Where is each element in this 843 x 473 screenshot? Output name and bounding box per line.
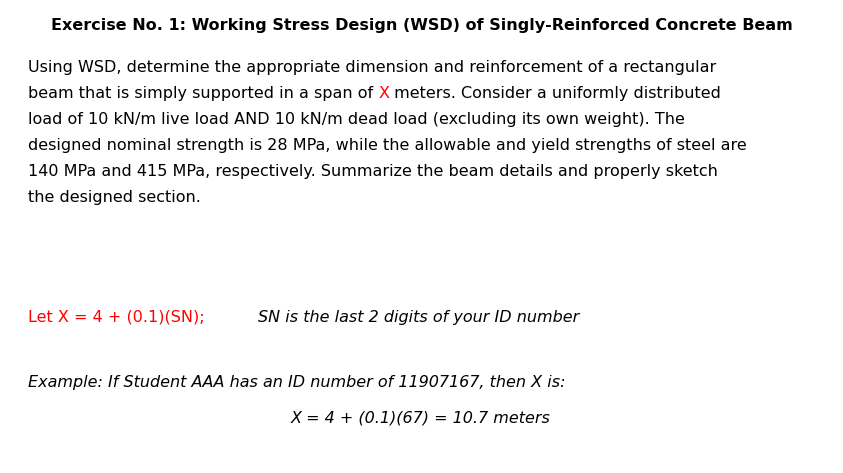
Text: 140 MPa and 415 MPa, respectively. Summarize the beam details and properly sketc: 140 MPa and 415 MPa, respectively. Summa…: [28, 164, 718, 179]
Text: Example: If Student AAA has an ID number of 11907167, then X is:: Example: If Student AAA has an ID number…: [28, 375, 566, 390]
Text: the designed section.: the designed section.: [28, 190, 201, 205]
Text: X: X: [379, 86, 389, 101]
Text: Using WSD, determine the appropriate dimension and reinforcement of a rectangula: Using WSD, determine the appropriate dim…: [28, 60, 717, 75]
Text: Exercise No. 1: Working Stress Design (WSD) of Singly-Reinforced Concrete Beam: Exercise No. 1: Working Stress Design (W…: [51, 18, 792, 33]
Text: Let X = 4 + (0.1)(SN);: Let X = 4 + (0.1)(SN);: [28, 310, 205, 325]
Text: designed nominal strength is 28 MPa, while the allowable and yield strengths of : designed nominal strength is 28 MPa, whi…: [28, 138, 747, 153]
Text: beam that is simply supported in a span of: beam that is simply supported in a span …: [28, 86, 379, 101]
Text: meters. Consider a uniformly distributed: meters. Consider a uniformly distributed: [389, 86, 721, 101]
Text: load of 10 kN/m live load AND 10 kN/m dead load (excluding its own weight). The: load of 10 kN/m live load AND 10 kN/m de…: [28, 112, 685, 127]
Text: X = 4 + (0.1)(67) = 10.7 meters: X = 4 + (0.1)(67) = 10.7 meters: [291, 410, 551, 425]
Text: SN is the last 2 digits of your ID number: SN is the last 2 digits of your ID numbe…: [258, 310, 579, 325]
